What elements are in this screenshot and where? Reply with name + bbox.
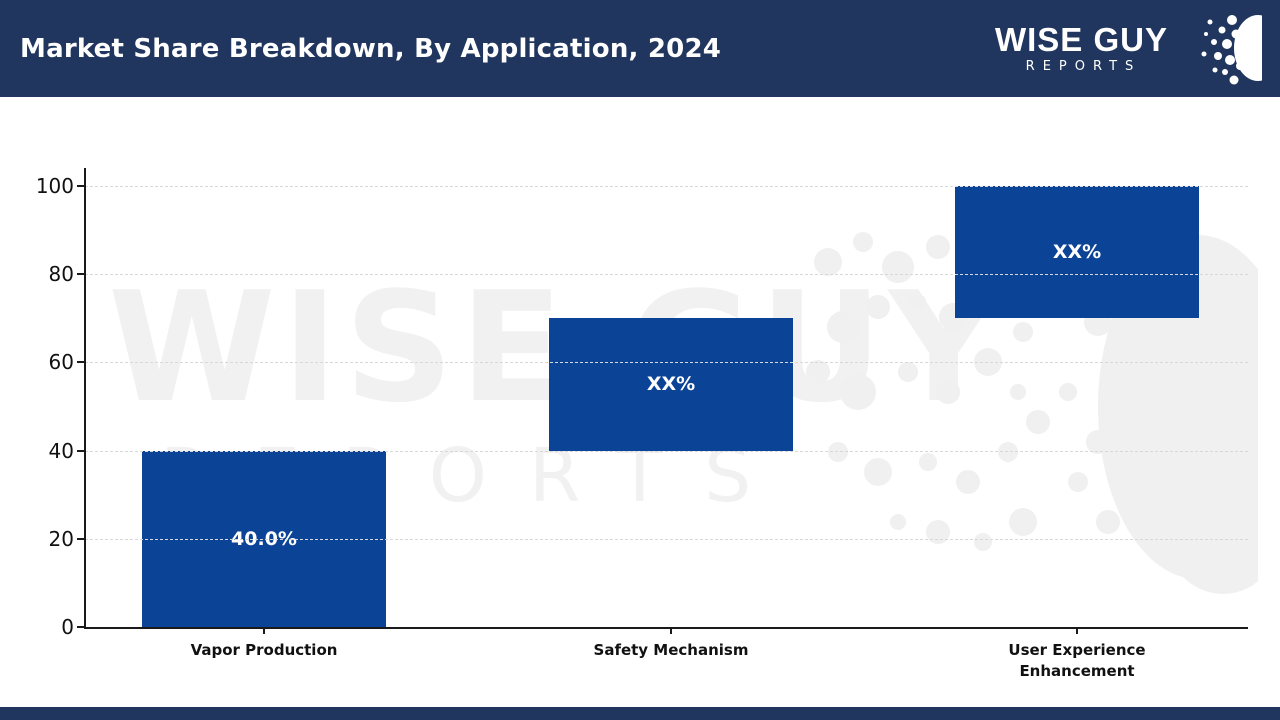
- brand-subtext: REPORTS: [1025, 59, 1142, 74]
- y-axis-line: [84, 168, 86, 629]
- gridline: [85, 274, 1248, 276]
- y-axis-tick-mark: [77, 273, 85, 276]
- x-axis-category-label: Vapor Production: [190, 641, 338, 659]
- bar-segment: XX%: [955, 186, 1199, 319]
- x-axis-line: [84, 627, 1248, 629]
- footer-bar: [0, 707, 1280, 720]
- bar-segment: XX%: [549, 318, 793, 451]
- watermark-face-icon: [806, 232, 1258, 594]
- x-axis-tick-mark: [670, 627, 672, 634]
- y-axis-tick-mark: [77, 626, 85, 628]
- y-axis-tick-mark: [77, 537, 85, 540]
- gridline: [85, 538, 1248, 540]
- gridline: [85, 362, 1248, 364]
- bar-value-label: XX%: [646, 373, 696, 396]
- y-axis-tick-mark: [77, 361, 85, 364]
- bar-segment: 40.0%: [142, 450, 386, 627]
- gridline: [85, 450, 1248, 452]
- y-axis-tick-label: 80: [48, 262, 74, 287]
- y-axis-tick-label: 20: [48, 526, 74, 551]
- x-axis-category-label: User Experience Enhancement: [1008, 641, 1146, 680]
- brand-logo: WISE GUY REPORTS: [995, 10, 1280, 88]
- header-bar: Market Share Breakdown, By Application, …: [0, 0, 1280, 97]
- page-title: Market Share Breakdown, By Application, …: [20, 33, 722, 64]
- y-axis-tick-mark: [77, 449, 85, 452]
- x-axis-tick-mark: [263, 627, 265, 634]
- bar-value-label: XX%: [1052, 241, 1102, 264]
- brand-wordmark: WISE GUY: [994, 21, 1168, 58]
- y-axis-tick-mark: [77, 185, 85, 187]
- x-axis-category-label: Safety Mechanism: [593, 641, 749, 659]
- x-axis-tick-mark: [1076, 627, 1078, 634]
- y-axis-tick-label: 60: [48, 350, 74, 375]
- bar-value-label: 40.0%: [231, 527, 297, 550]
- brand-logo-text: WISE GUY REPORTS: [994, 21, 1168, 75]
- y-axis-tick-label: 0: [61, 615, 74, 639]
- y-axis-tick-label: 100: [35, 174, 74, 198]
- logo-face-icon: [1201, 14, 1262, 84]
- gridline: [85, 186, 1248, 187]
- y-axis-tick-label: 40: [48, 438, 74, 463]
